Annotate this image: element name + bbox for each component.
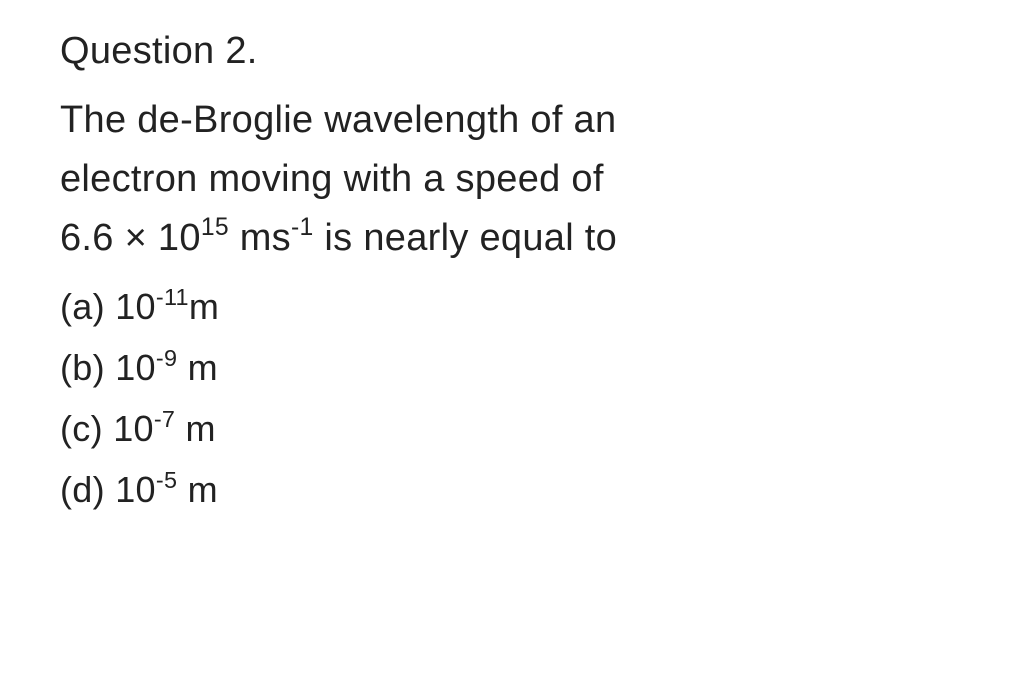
option-label: (a) [60,286,115,327]
option-unit: m [177,347,218,388]
option-base: 10 [113,408,154,449]
option-label: (c) [60,408,113,449]
option-c: (c) 10-7 m [60,398,964,459]
option-exp: -5 [156,467,177,493]
stem-unit-prefix: ms [229,217,291,259]
option-unit: m [189,286,219,327]
question-stem: The de-Broglie wavelength of an electron… [60,91,964,268]
question-header: Question 2. [60,30,964,73]
option-a: (a) 10-11m [60,276,964,337]
option-label: (d) [60,469,115,510]
option-base: 10 [115,469,156,510]
stem-line-1: The de-Broglie wavelength of an [60,99,616,141]
stem-value-suffix: is nearly equal to [314,217,618,259]
option-d: (d) 10-5 m [60,459,964,520]
options-list: (a) 10-11m (b) 10-9 m (c) 10-7 m (d) 10-… [60,276,964,521]
stem-value-exp: 15 [201,214,229,241]
option-base: 10 [115,286,156,327]
option-unit: m [177,469,218,510]
option-exp: -7 [154,406,175,432]
option-base: 10 [115,347,156,388]
option-unit: m [175,408,216,449]
question-container: Question 2. The de-Broglie wavelength of… [60,30,964,520]
option-label: (b) [60,347,115,388]
option-b: (b) 10-9 m [60,337,964,398]
stem-line-2: electron moving with a speed of [60,158,604,200]
option-exp: -9 [156,345,177,371]
stem-value-prefix: 6.6 × 10 [60,217,201,259]
option-exp: -11 [156,284,189,310]
stem-unit-exp: -1 [291,214,314,241]
